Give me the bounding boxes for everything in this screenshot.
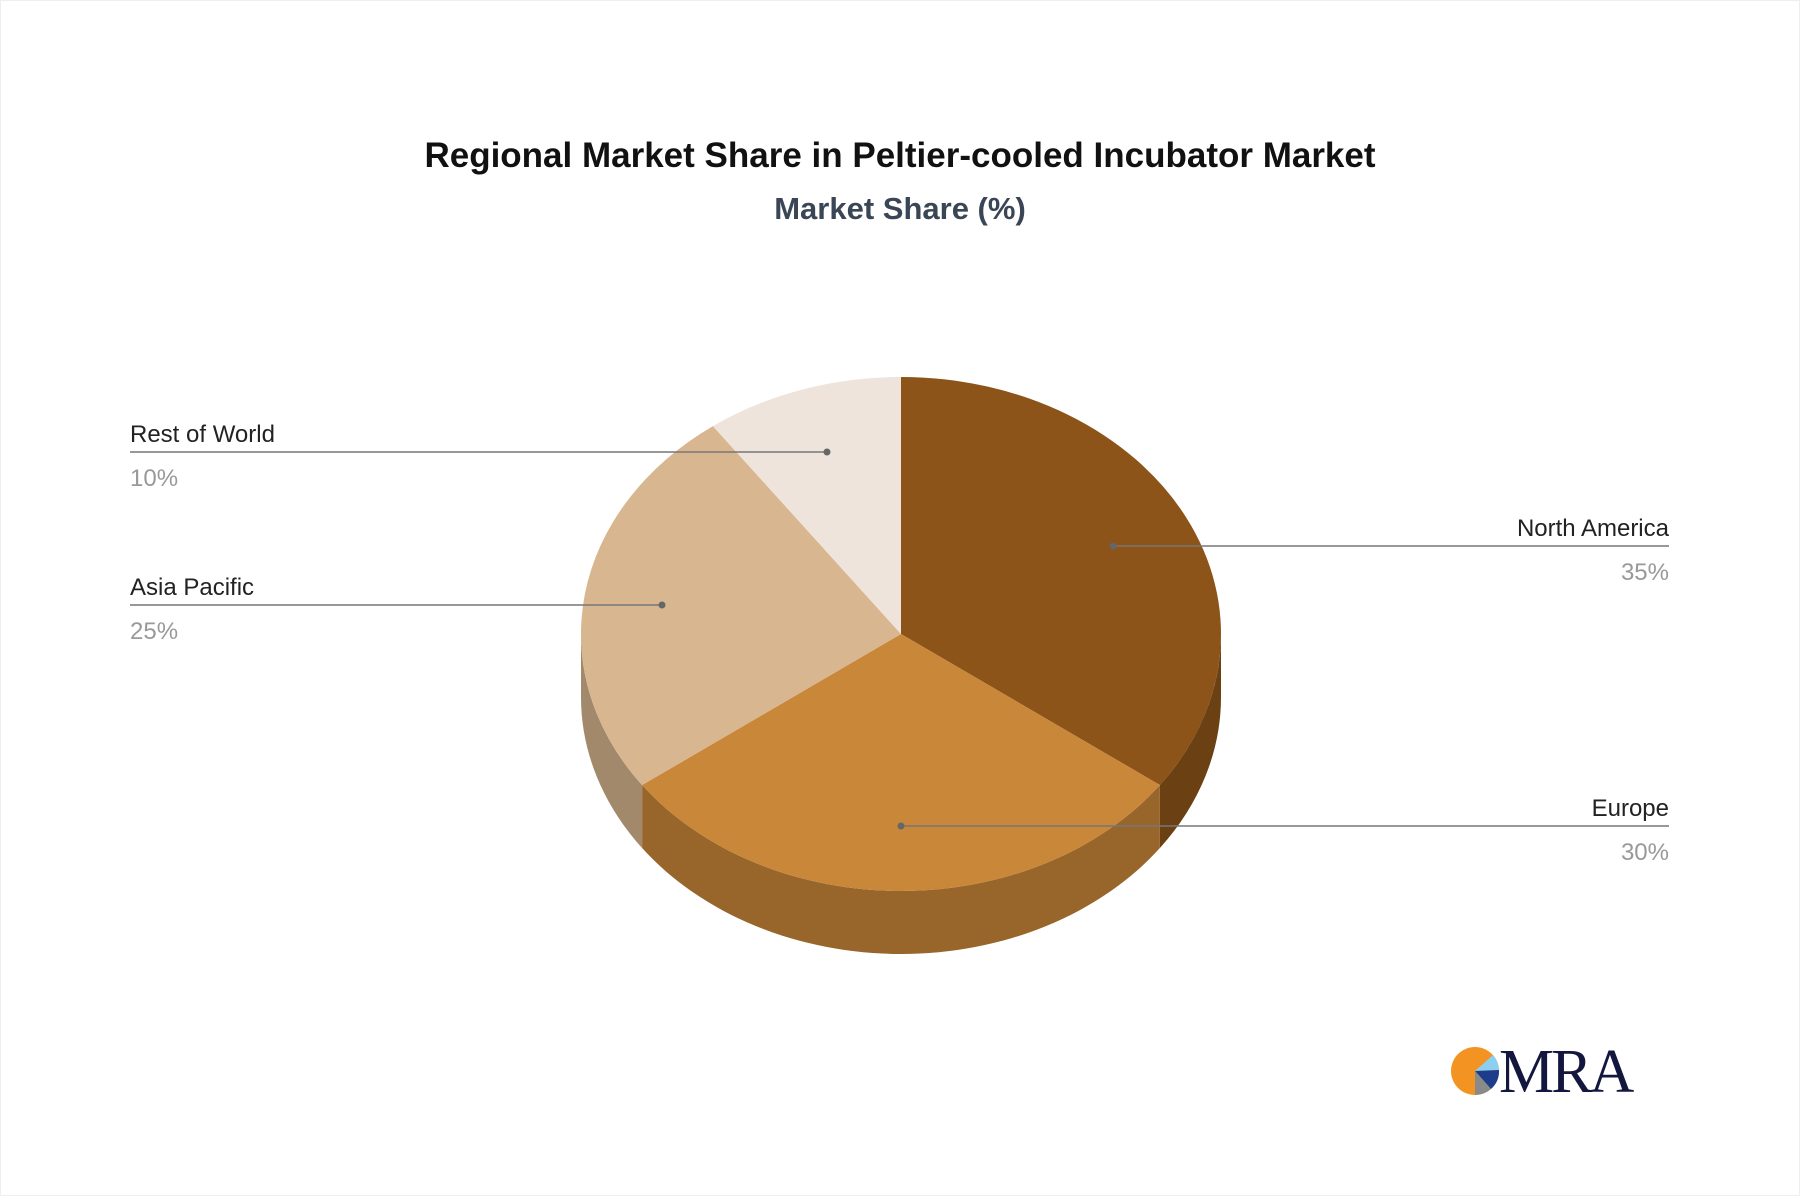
- logo-text: MRA: [1499, 1038, 1634, 1106]
- chart-title: Regional Market Share in Peltier-cooled …: [424, 136, 1376, 175]
- slice-label-1: Europe: [1592, 795, 1669, 822]
- pie-side-2: [581, 634, 643, 849]
- slice-label-2: Asia Pacific: [130, 574, 254, 601]
- pie-slice-north-america: [901, 377, 1221, 786]
- pie-side-0: [1159, 634, 1221, 849]
- chart-subtitle: Market Share (%): [774, 191, 1026, 226]
- leader-dot-2: [658, 601, 666, 609]
- mra-logo: MRA: [1449, 1038, 1639, 1106]
- slice-value-0: 35%: [1621, 559, 1669, 586]
- slice-value-2: 25%: [130, 618, 178, 645]
- slice-label-0: North America: [1517, 515, 1670, 542]
- leader-dot-3: [823, 448, 831, 456]
- leader-dot-1: [897, 822, 905, 830]
- pie-slice-rest-of-world: [712, 377, 901, 634]
- slice-value-1: 30%: [1621, 839, 1669, 866]
- pie-side-1: [642, 785, 1160, 954]
- slice-label-3: Rest of World: [130, 421, 275, 448]
- slice-value-3: 10%: [130, 465, 178, 492]
- pie-slice-asia-pacific: [581, 426, 901, 786]
- logo-pie-icon: [1451, 1047, 1500, 1096]
- leader-dot-0: [1109, 542, 1117, 550]
